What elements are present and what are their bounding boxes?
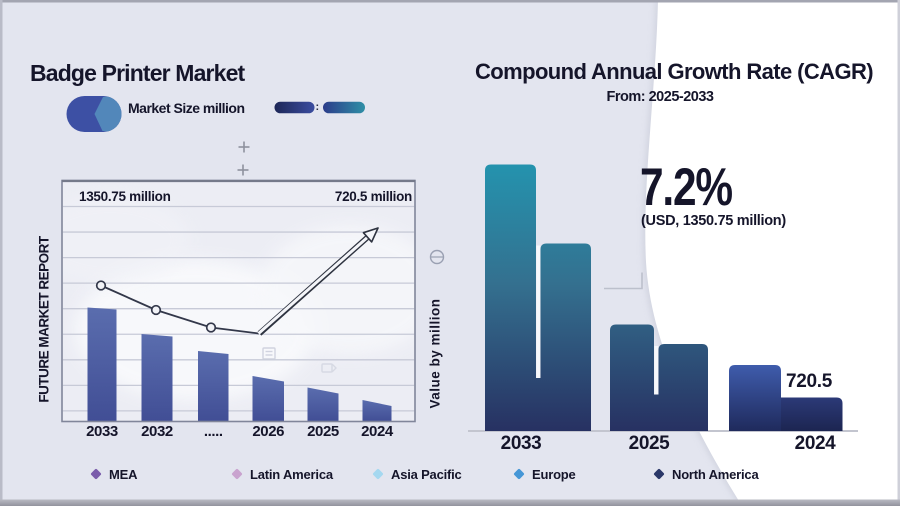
cagr-bar-a-2033 xyxy=(485,164,536,431)
market-size-icon xyxy=(66,96,122,132)
cagr-bars xyxy=(485,164,843,431)
legend-marker-europe xyxy=(513,468,525,480)
legend-item-europe: Europe xyxy=(513,465,576,483)
cagr-value: 7.2% xyxy=(640,158,733,217)
ratio-separator: : xyxy=(315,101,320,113)
legend-label: North America xyxy=(672,466,759,482)
left-x-tick-2026: 2026 xyxy=(252,422,285,440)
right-x-tick-2033: 2033 xyxy=(500,433,542,454)
ratio-pills xyxy=(274,101,365,114)
legend-marker-latin-america xyxy=(231,468,243,480)
annotation-right-value: 720.5 million xyxy=(334,189,412,204)
legend-label: Latin America xyxy=(250,466,333,482)
page-title: Badge Printer Market xyxy=(30,60,245,86)
left-x-tick-2024: 2024 xyxy=(361,422,393,440)
market-size-bar-2033 xyxy=(87,307,117,422)
legend-item-north-america: North America xyxy=(653,465,759,483)
market-size-chart xyxy=(61,179,416,423)
legend-item-latin-america: Latin America xyxy=(231,465,333,483)
step-bracket-decoration xyxy=(604,272,643,290)
cagr-note: (USD, 1350.75 million) xyxy=(641,213,786,229)
market-size-bar-..... xyxy=(198,351,229,422)
cagr-bar-a-2024 xyxy=(729,365,781,431)
white-swoosh xyxy=(645,0,900,506)
frame-top xyxy=(0,0,900,3)
legend-label: MEA xyxy=(109,466,138,482)
watermark-list-icon xyxy=(262,347,276,360)
watermark-share-icon xyxy=(321,363,337,373)
market-size-bar-2025 xyxy=(307,387,339,422)
minus-circle-icon xyxy=(429,249,445,265)
legend-marker-mea xyxy=(90,468,102,480)
trend-line xyxy=(95,227,379,336)
right-y-axis-label: Value by million xyxy=(427,298,443,409)
frame-right xyxy=(897,0,900,506)
legend-marker-north-america xyxy=(653,468,665,480)
cagr-bar-b-2025 xyxy=(658,344,708,431)
cagr-bar-a-2025 xyxy=(610,324,654,431)
plus-decorations xyxy=(237,141,250,176)
left-x-tick-2025: 2025 xyxy=(307,422,339,440)
left-x-tick-.....: ..... xyxy=(203,422,223,440)
legend-item-mea: MEA xyxy=(90,465,138,483)
market-size-bar-2026 xyxy=(252,376,284,422)
cagr-chart xyxy=(468,164,858,432)
cagr-title: Compound Annual Growth Rate (CAGR) xyxy=(475,59,874,84)
right-x-tick-2024: 2024 xyxy=(794,433,836,454)
legend-marker-asia-pacific xyxy=(372,468,384,480)
market-size-bar-2032 xyxy=(141,334,173,422)
legend-label: Asia Pacific xyxy=(391,466,462,482)
left-y-axis-label: FUTURE MARKET REPORT xyxy=(36,236,52,403)
legend-label: Europe xyxy=(532,466,576,482)
left-x-tick-2033: 2033 xyxy=(86,422,118,440)
bar-annotation-720: 720.5 xyxy=(786,371,833,392)
cagr-bar-b-2024 xyxy=(781,397,843,431)
market-size-bar-2024 xyxy=(362,400,392,422)
legend-item-asia-pacific: Asia Pacific xyxy=(372,465,462,483)
ratio-pill-right xyxy=(323,101,365,114)
ratio-pill-left xyxy=(274,101,315,114)
market-size-label: Market Size million xyxy=(128,100,245,116)
cagr-subtitle: From: 2025-2033 xyxy=(606,89,714,105)
frame-left xyxy=(0,0,3,506)
left-x-tick-2032: 2032 xyxy=(141,422,173,440)
annotation-left-value: 1350.75 million xyxy=(79,189,171,204)
market-size-bars xyxy=(87,307,392,422)
right-x-tick-2025: 2025 xyxy=(628,433,670,454)
cagr-bar-b-2033 xyxy=(540,243,591,431)
frame-bottom xyxy=(0,499,900,506)
